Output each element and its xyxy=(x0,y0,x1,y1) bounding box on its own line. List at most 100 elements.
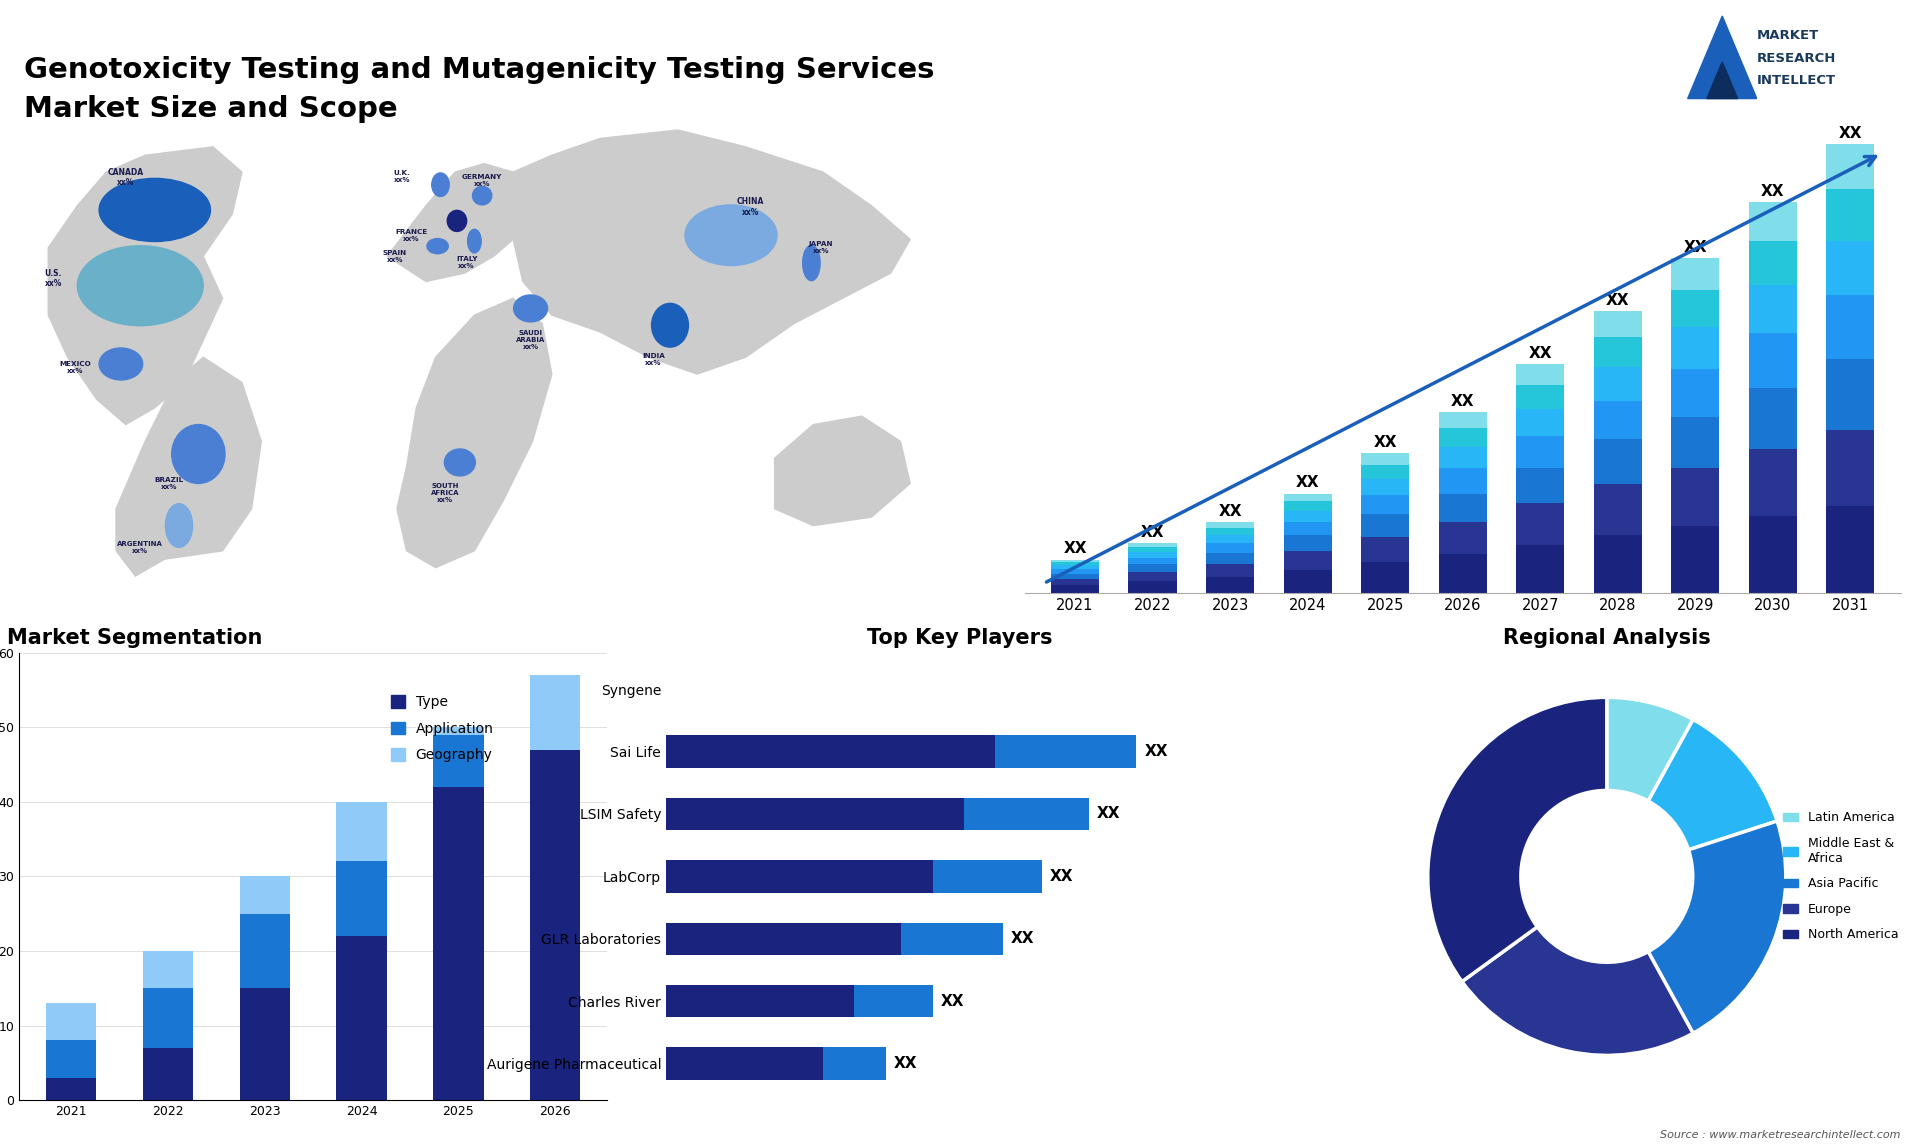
Text: Market Size and Scope: Market Size and Scope xyxy=(25,95,397,123)
Text: XX: XX xyxy=(1012,932,1035,947)
Bar xyxy=(1826,144,1874,189)
Polygon shape xyxy=(388,164,532,282)
Bar xyxy=(666,1047,824,1080)
Bar xyxy=(1438,523,1486,555)
Bar xyxy=(1749,449,1797,516)
Bar xyxy=(1361,495,1409,515)
Text: XX: XX xyxy=(1064,541,1087,556)
Bar xyxy=(666,861,933,893)
Bar xyxy=(46,1041,96,1077)
Text: SPAIN
xx%: SPAIN xx% xyxy=(382,250,407,262)
Bar xyxy=(1517,468,1565,503)
Text: XX: XX xyxy=(1140,525,1164,540)
Title: Regional Analysis: Regional Analysis xyxy=(1503,628,1711,649)
Bar xyxy=(1129,558,1177,564)
Bar xyxy=(1361,515,1409,536)
Ellipse shape xyxy=(432,173,449,196)
Bar xyxy=(1749,333,1797,387)
Text: XX: XX xyxy=(1684,240,1707,254)
Bar xyxy=(1361,479,1409,495)
Bar xyxy=(1749,202,1797,241)
Wedge shape xyxy=(1428,697,1607,982)
Bar xyxy=(1129,564,1177,572)
Text: XX: XX xyxy=(1528,346,1551,361)
Text: XX: XX xyxy=(1144,744,1167,759)
Text: MARKET: MARKET xyxy=(1757,29,1818,41)
Bar xyxy=(1050,559,1098,563)
Ellipse shape xyxy=(685,205,778,266)
Text: XX: XX xyxy=(1219,503,1242,519)
Bar xyxy=(1050,570,1098,574)
Text: MEXICO
xx%: MEXICO xx% xyxy=(60,361,92,375)
Wedge shape xyxy=(1647,821,1786,1034)
Bar xyxy=(1284,551,1332,571)
Bar xyxy=(1206,527,1254,534)
Text: U.K.
xx%: U.K. xx% xyxy=(394,171,411,183)
Wedge shape xyxy=(1461,927,1693,1055)
Text: JAPAN
xx%: JAPAN xx% xyxy=(808,241,833,254)
Bar xyxy=(1284,571,1332,592)
Ellipse shape xyxy=(426,238,447,253)
Text: XX: XX xyxy=(1761,185,1784,199)
Bar xyxy=(1284,511,1332,523)
Text: XX: XX xyxy=(1296,476,1319,490)
Bar xyxy=(142,951,194,988)
Bar xyxy=(1517,385,1565,409)
Bar xyxy=(1826,430,1874,507)
Text: U.S.
xx%: U.S. xx% xyxy=(44,269,61,289)
Ellipse shape xyxy=(100,348,142,380)
Polygon shape xyxy=(397,298,551,567)
Bar xyxy=(1594,439,1642,484)
Bar xyxy=(1129,543,1177,547)
Bar xyxy=(336,862,386,936)
Bar xyxy=(900,923,1002,955)
Bar xyxy=(1438,447,1486,468)
Bar xyxy=(1361,563,1409,592)
Text: CHINA
xx%: CHINA xx% xyxy=(737,197,764,217)
Legend: Latin America, Middle East &
Africa, Asia Pacific, Europe, North America: Latin America, Middle East & Africa, Asi… xyxy=(1784,811,1899,941)
Bar xyxy=(1284,494,1332,501)
Bar xyxy=(1050,565,1098,570)
Bar xyxy=(1826,241,1874,295)
Text: ITALY
xx%: ITALY xx% xyxy=(455,257,478,269)
Bar xyxy=(1206,521,1254,527)
Text: Genotoxicity Testing and Mutagenicity Testing Services: Genotoxicity Testing and Mutagenicity Te… xyxy=(25,56,935,84)
Text: Market Segmentation: Market Segmentation xyxy=(8,628,263,649)
Text: BRAZIL
xx%: BRAZIL xx% xyxy=(156,477,184,489)
Text: XX: XX xyxy=(1839,126,1862,141)
Bar xyxy=(1826,359,1874,430)
Bar xyxy=(1438,494,1486,523)
Bar xyxy=(854,984,933,1018)
Bar xyxy=(1361,536,1409,563)
Text: INDIA
xx%: INDIA xx% xyxy=(641,353,664,366)
Bar xyxy=(1594,337,1642,368)
Ellipse shape xyxy=(468,229,482,253)
Bar xyxy=(336,802,386,862)
Bar xyxy=(46,1077,96,1100)
Text: Source : www.marketresearchintellect.com: Source : www.marketresearchintellect.com xyxy=(1661,1130,1901,1140)
Polygon shape xyxy=(1707,62,1738,99)
Bar xyxy=(1826,295,1874,359)
Bar xyxy=(1594,368,1642,401)
Bar xyxy=(1438,413,1486,429)
Bar xyxy=(666,736,995,768)
Bar xyxy=(434,787,484,1100)
Bar xyxy=(240,988,290,1100)
Text: GERMANY
xx%: GERMANY xx% xyxy=(463,174,503,187)
Bar xyxy=(964,798,1089,830)
Text: XX: XX xyxy=(1605,293,1630,308)
Bar xyxy=(1670,369,1718,417)
Text: ARGENTINA
xx%: ARGENTINA xx% xyxy=(117,541,163,554)
Bar xyxy=(434,728,484,735)
Bar xyxy=(1517,364,1565,385)
Bar xyxy=(142,1047,194,1100)
Bar xyxy=(1670,417,1718,468)
Bar xyxy=(666,798,964,830)
Bar xyxy=(1129,552,1177,558)
Bar xyxy=(1206,576,1254,592)
Bar xyxy=(1670,258,1718,290)
Bar xyxy=(1050,579,1098,586)
Bar xyxy=(240,913,290,988)
Bar xyxy=(1050,586,1098,592)
Bar xyxy=(995,736,1137,768)
